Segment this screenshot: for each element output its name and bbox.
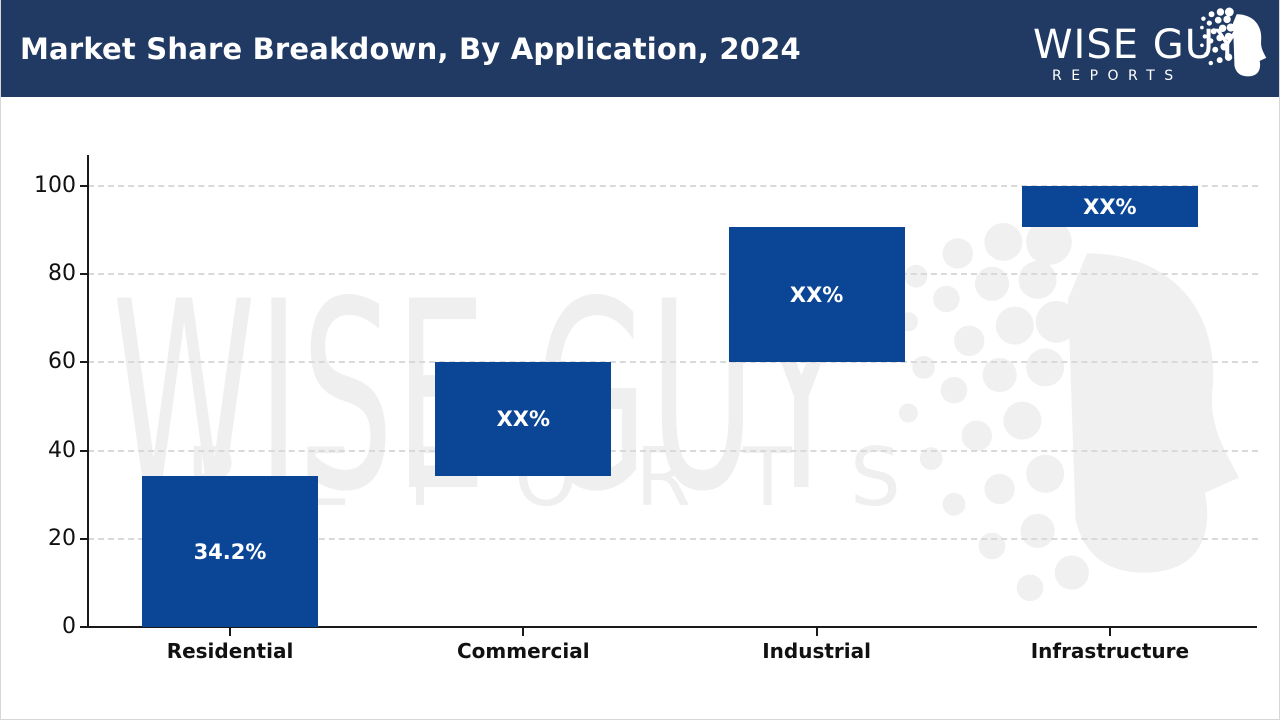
x-axis-line (87, 626, 1257, 628)
gridline-80 (88, 273, 1258, 276)
x-tick-mark-residential (229, 628, 231, 636)
x-tick-mark-industrial (815, 628, 818, 636)
y-tick-label-80: 80 (48, 261, 76, 287)
x-category-label-infrastructure: Infrastructure (1030, 639, 1190, 663)
bar-value-label-industrial: XX% (789, 282, 844, 307)
chart-title: Market Share Breakdown, By Application, … (20, 31, 801, 66)
y-tick-label-60: 60 (48, 349, 76, 375)
bar-value-label-infrastructure: XX% (1083, 194, 1137, 219)
gridline-100 (88, 185, 1258, 187)
x-tick-mark-infrastructure (1108, 628, 1111, 636)
x-tick-mark-commercial (522, 628, 525, 636)
y-tick-mark-100 (80, 185, 88, 187)
bar-industrial: XX% (728, 227, 905, 363)
y-tick-label-0: 0 (62, 614, 76, 639)
y-axis-line (87, 155, 89, 628)
y-tick-label-100: 100 (34, 173, 76, 198)
x-category-label-residential: Residential (166, 639, 294, 663)
gridline-20 (88, 537, 1258, 540)
bar-infrastructure: XX% (1021, 186, 1198, 228)
y-tick-mark-40 (80, 449, 88, 452)
y-tick-mark-80 (80, 273, 88, 276)
y-tick-mark-0 (80, 626, 88, 628)
x-category-label-industrial: Industrial (762, 639, 871, 663)
x-category-label-commercial: Commercial (457, 639, 590, 663)
bar-value-label-residential: 34.2% (193, 539, 267, 564)
y-tick-mark-20 (80, 537, 88, 540)
gridline-40 (88, 449, 1258, 452)
bar-value-label-commercial: XX% (496, 407, 551, 432)
y-tick-label-40: 40 (48, 437, 76, 463)
wise-guy-logo: WISE GUY REPORTS (1005, 5, 1270, 93)
bar-commercial: XX% (435, 362, 612, 477)
header-bar: Market Share Breakdown, By Application, … (0, 0, 1280, 97)
bar-residential: 34.2% (142, 476, 318, 627)
logo-dotted-head-icon (1200, 7, 1267, 77)
logo-brand-text: WISE GUY (1033, 22, 1241, 68)
logo-reports-text: REPORTS (1052, 68, 1183, 84)
y-tick-mark-60 (80, 361, 88, 364)
gridline-60 (88, 361, 1258, 364)
y-tick-label-20: 20 (48, 525, 76, 551)
